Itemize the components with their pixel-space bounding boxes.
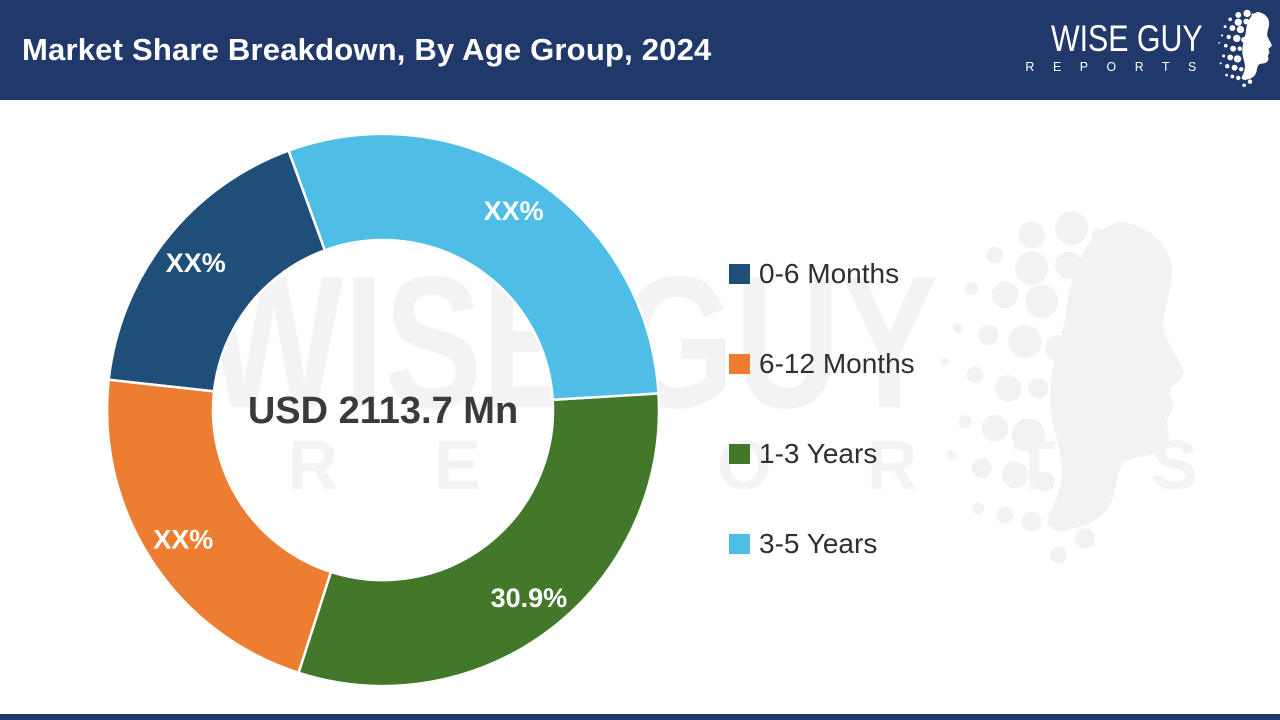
donut-chart-area: USD 2113.7 Mn XX% XX% 30.9% XX% [0,100,770,720]
donut-segment-1-3-years[interactable] [297,392,661,688]
legend-label-0-6-months: 0-6 Months [759,258,900,289]
page-title: Market Share Breakdown, By Age Group, 20… [22,32,712,67]
segment-value-label-1-3-years: 30.9% [491,583,568,613]
footer-bar [0,714,1280,720]
segment-value-label-6-12-months: XX% [153,525,213,555]
header-bar: Market Share Breakdown, By Age Group, 20… [0,0,1280,100]
legend-swatch-3-5-years [729,534,750,554]
segment-value-label-0-6-months: XX% [166,248,226,278]
segment-value-label-3-5-years: XX% [484,196,544,226]
logo-wordmark: WISE GUY [1051,18,1203,59]
legend-label-1-3-years: 1-3 Years [759,438,878,469]
legend-item-3-5-years[interactable]: 3-5 Years [729,528,877,560]
watermark-face-logo [941,211,1184,564]
legend-swatch-6-12-months [729,354,750,374]
donut-segment-0-6-months[interactable] [107,148,327,393]
legend-swatch-0-6-months [729,264,750,284]
legend-item-0-6-months[interactable]: 0-6 Months [729,258,899,290]
legend-label-6-12-months: 6-12 Months [759,348,915,379]
legend-label-3-5-years: 3-5 Years [759,528,878,559]
donut-chart: USD 2113.7 Mn XX% XX% 30.9% XX% [105,132,661,688]
wise-guy-reports-logo: WISE GUY R E P O R T S [1026,4,1272,96]
donut-center-value: USD 2113.7 Mn [248,390,518,432]
donut-segment-3-5-years[interactable] [286,132,660,402]
legend-item-1-3-years[interactable]: 1-3 Years [729,438,877,470]
legend-item-6-12-months[interactable]: 6-12 Months [729,348,915,380]
donut-segment-6-12-months[interactable] [105,378,333,675]
logo-reports-text: R E P O R T S [1025,59,1204,74]
legend-swatch-1-3-years [729,444,750,464]
logo-face-icon [1218,9,1272,88]
